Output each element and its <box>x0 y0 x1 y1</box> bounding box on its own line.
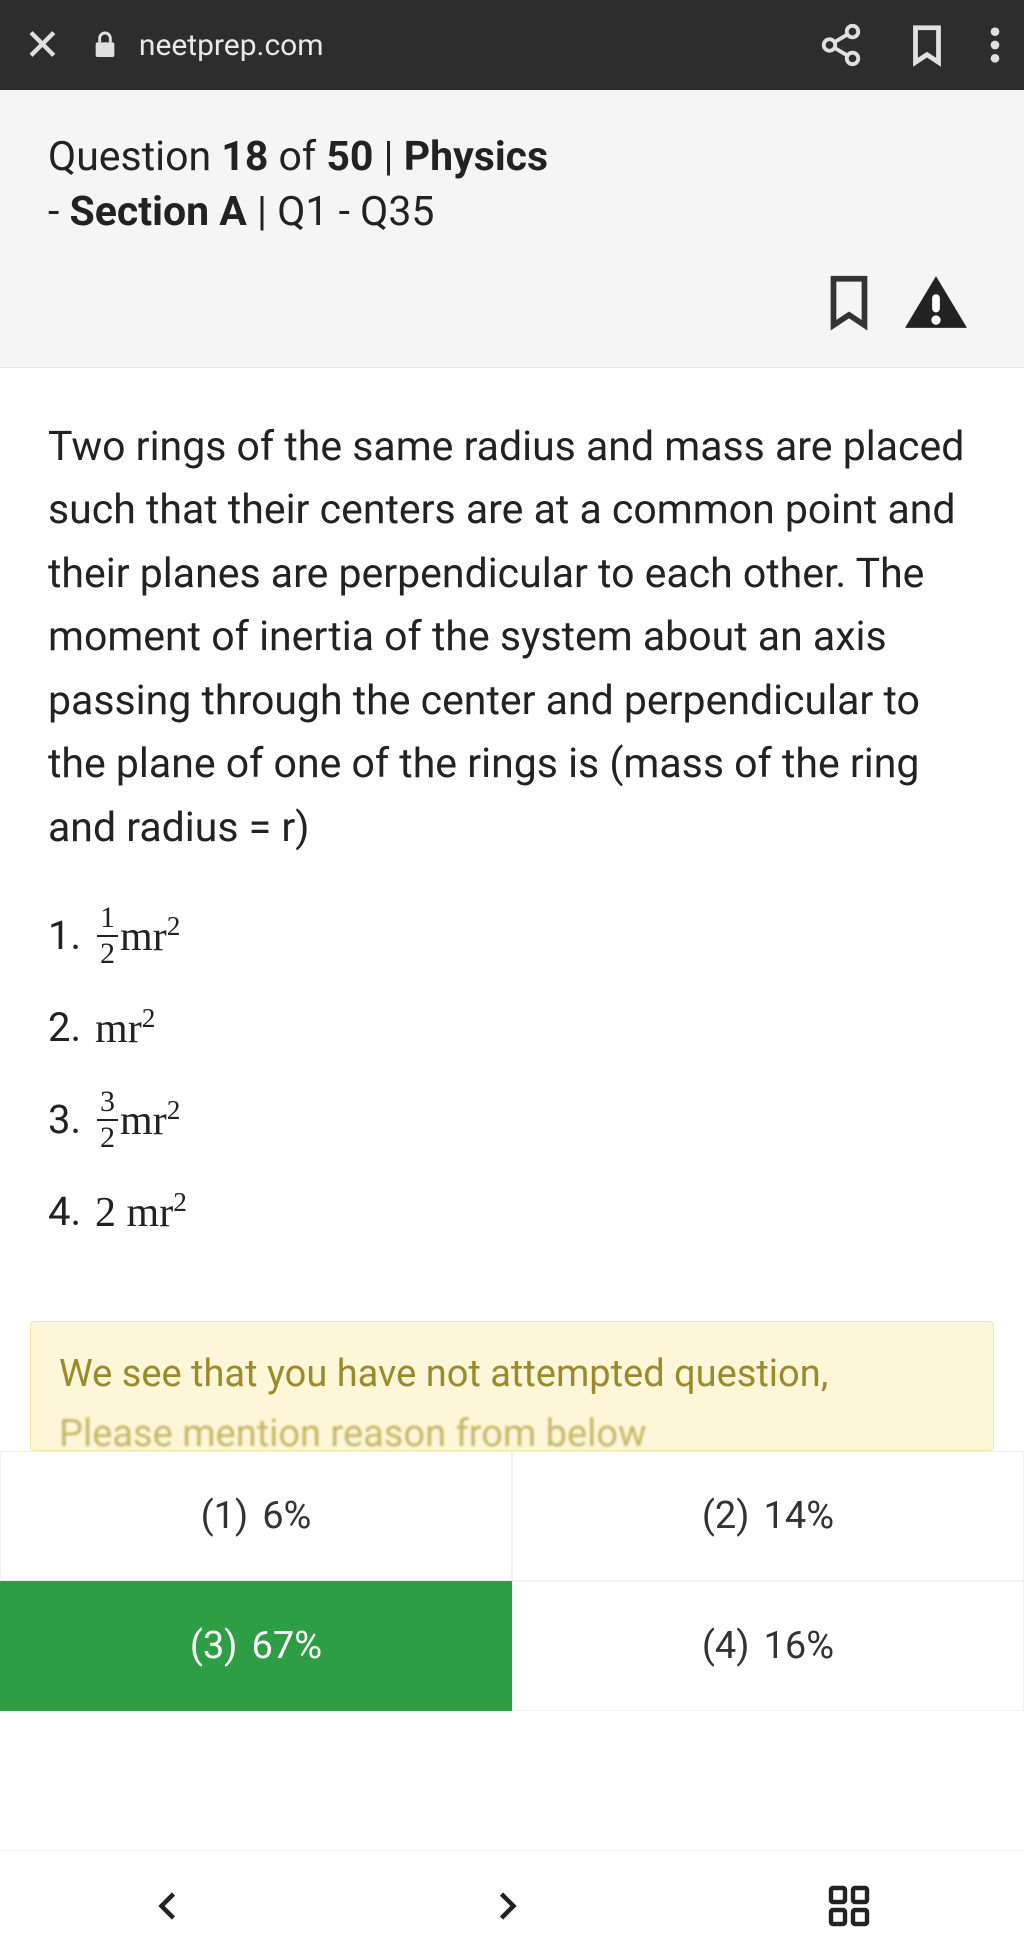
not-attempted-notice: We see that you have not attempted quest… <box>30 1321 994 1451</box>
question-total: 50 <box>326 133 373 181</box>
answer-stats: (1) 6% (2) 14% (3) 67% (4) 16% <box>0 1451 1024 1711</box>
notice-line1: We see that you have not attempted quest… <box>59 1352 965 1396</box>
section-prefix: - <box>48 188 70 236</box>
stat-option-4[interactable]: (4) 16% <box>512 1581 1024 1711</box>
question-subject: Physics <box>404 133 548 181</box>
question-of: of <box>268 133 326 181</box>
fraction: 1 2 <box>97 903 118 969</box>
option-num: 2. <box>48 1004 81 1051</box>
option-2[interactable]: 2. mr2 <box>48 1003 976 1053</box>
option-num: 4. <box>48 1188 81 1235</box>
close-tab-icon[interactable]: ✕ <box>24 19 61 71</box>
report-warning-icon[interactable] <box>902 271 970 333</box>
question-body: Two rings of the same radius and mass ar… <box>0 368 1024 1301</box>
section-sep: | <box>247 188 277 236</box>
option-math: mr2 <box>95 1003 155 1053</box>
site-lock-icon <box>89 29 121 61</box>
notice-line2: Please mention reason from below <box>59 1412 965 1451</box>
stat-label: (1) <box>201 1494 249 1538</box>
question-sep: | <box>373 133 403 181</box>
share-icon[interactable] <box>818 22 864 68</box>
browser-url: neetprep.com <box>139 28 818 63</box>
grid-view-icon[interactable] <box>825 1882 873 1930</box>
next-question-icon[interactable] <box>488 1880 524 1932</box>
question-title: Question 18 of 50 | Physics - Section A … <box>48 130 976 241</box>
stat-value: 16% <box>764 1624 835 1668</box>
stat-value: 6% <box>262 1494 311 1538</box>
option-num: 3. <box>48 1096 81 1143</box>
stat-label: (2) <box>702 1494 750 1538</box>
browser-bookmark-icon[interactable] <box>904 22 950 68</box>
fraction: 3 2 <box>97 1087 118 1153</box>
stat-option-1[interactable]: (1) 6% <box>0 1451 512 1581</box>
bookmark-question-icon[interactable] <box>818 271 880 333</box>
bottom-nav <box>0 1850 1024 1960</box>
stat-value: 14% <box>764 1494 835 1538</box>
question-text: Two rings of the same radius and mass ar… <box>48 416 976 861</box>
option-3[interactable]: 3. 3 2 mr2 <box>48 1087 976 1153</box>
question-number: 18 <box>221 133 268 181</box>
question-header: Question 18 of 50 | Physics - Section A … <box>0 90 1024 368</box>
stat-label: (3) <box>190 1624 238 1668</box>
option-num: 1. <box>48 912 81 959</box>
option-math: 2 mr2 <box>95 1187 187 1237</box>
section-range: Q1 - Q35 <box>277 188 434 236</box>
option-1[interactable]: 1. 1 2 mr2 <box>48 903 976 969</box>
option-math: mr2 <box>120 911 180 961</box>
stat-value: 67% <box>252 1624 323 1668</box>
browser-bar: ✕ neetprep.com <box>0 0 1024 90</box>
option-math: mr2 <box>120 1095 180 1145</box>
prev-question-icon[interactable] <box>151 1880 187 1932</box>
option-4[interactable]: 4. 2 mr2 <box>48 1187 976 1237</box>
stat-option-3[interactable]: (3) 67% <box>0 1581 512 1711</box>
stat-label: (4) <box>702 1624 750 1668</box>
options-list: 1. 1 2 mr2 2. mr2 3. 3 2 mr2 4. 2 mr2 <box>48 903 976 1237</box>
stat-option-2[interactable]: (2) 14% <box>512 1451 1024 1581</box>
question-prefix: Question <box>48 133 221 181</box>
more-menu-icon[interactable] <box>990 22 1000 68</box>
section-label: Section A <box>70 188 247 236</box>
